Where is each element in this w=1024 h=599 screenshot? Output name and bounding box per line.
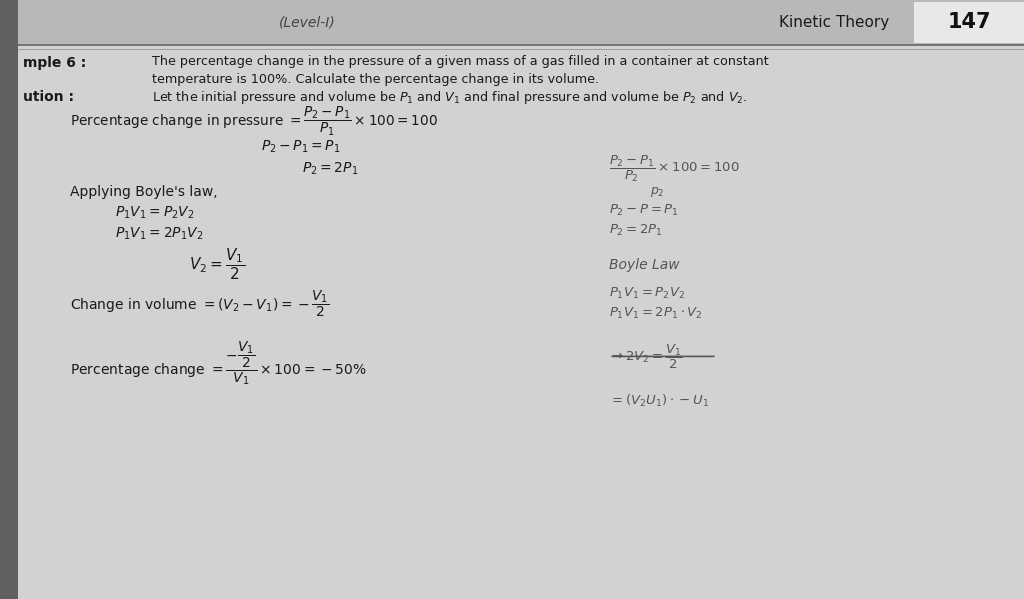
Text: temperature is 100%. Calculate the percentage change in its volume.: temperature is 100%. Calculate the perce… — [152, 72, 599, 86]
Text: mple 6 :: mple 6 : — [23, 56, 86, 70]
Text: $P_2 - P_1 = P_1$: $P_2 - P_1 = P_1$ — [261, 138, 341, 155]
Text: Applying Boyle's law,: Applying Boyle's law, — [70, 184, 217, 199]
Text: $P_2 = 2P_1$: $P_2 = 2P_1$ — [609, 222, 664, 238]
Text: Percentage change in pressure $= \dfrac{P_2 - P_1}{P_1} \times 100 = 100$: Percentage change in pressure $= \dfrac{… — [70, 104, 437, 138]
Text: $p_2$: $p_2$ — [650, 184, 665, 199]
Bar — [0, 0, 18, 599]
Text: $= (V_2 U_1) \cdot -U_1$: $= (V_2 U_1) \cdot -U_1$ — [609, 394, 710, 409]
Bar — [18, 0, 1024, 45]
Text: The percentage change in the pressure of a given mass of a gas filled in a conta: The percentage change in the pressure of… — [152, 55, 768, 68]
Text: Percentage change $= \dfrac{-\dfrac{V_1}{2}}{V_1} \times 100 = -50\%$: Percentage change $= \dfrac{-\dfrac{V_1}… — [70, 340, 367, 388]
Text: Let the initial pressure and volume be $P_1$ and $V_1$ and final pressure and vo: Let the initial pressure and volume be $… — [152, 89, 748, 105]
Text: (Level-I): (Level-I) — [279, 15, 336, 29]
Text: $\rightarrow 2V_2 = \dfrac{V_1}{2}$: $\rightarrow 2V_2 = \dfrac{V_1}{2}$ — [609, 342, 683, 371]
Text: $P_1V_1 = P_2V_2$: $P_1V_1 = P_2V_2$ — [609, 286, 685, 301]
Text: $P_1V_1 = 2P_1 \cdot V_2$: $P_1V_1 = 2P_1 \cdot V_2$ — [609, 305, 703, 321]
Text: $P_1V_1 = 2P_1V_2$: $P_1V_1 = 2P_1V_2$ — [115, 225, 203, 242]
Text: $\dfrac{P_2 - P_1}{P_2} \times 100 = 100$: $\dfrac{P_2 - P_1}{P_2} \times 100 = 100… — [609, 154, 740, 184]
Text: 147: 147 — [948, 12, 991, 32]
Text: ution :: ution : — [23, 90, 74, 104]
Bar — [914, 2, 1024, 43]
Text: $P_2 - P = P_1$: $P_2 - P = P_1$ — [609, 203, 679, 219]
Text: Kinetic Theory: Kinetic Theory — [779, 14, 890, 30]
Text: Boyle Law: Boyle Law — [609, 258, 680, 272]
Text: $V_2 = \dfrac{V_1}{2}$: $V_2 = \dfrac{V_1}{2}$ — [189, 247, 246, 283]
Text: Change in volume $= (V_2 - V_1) = -\dfrac{V_1}{2}$: Change in volume $= (V_2 - V_1) = -\dfra… — [70, 288, 329, 319]
Text: $P_2 = 2P_1$: $P_2 = 2P_1$ — [302, 161, 358, 177]
Text: $P_1V_1 = P_2V_2$: $P_1V_1 = P_2V_2$ — [115, 205, 195, 222]
